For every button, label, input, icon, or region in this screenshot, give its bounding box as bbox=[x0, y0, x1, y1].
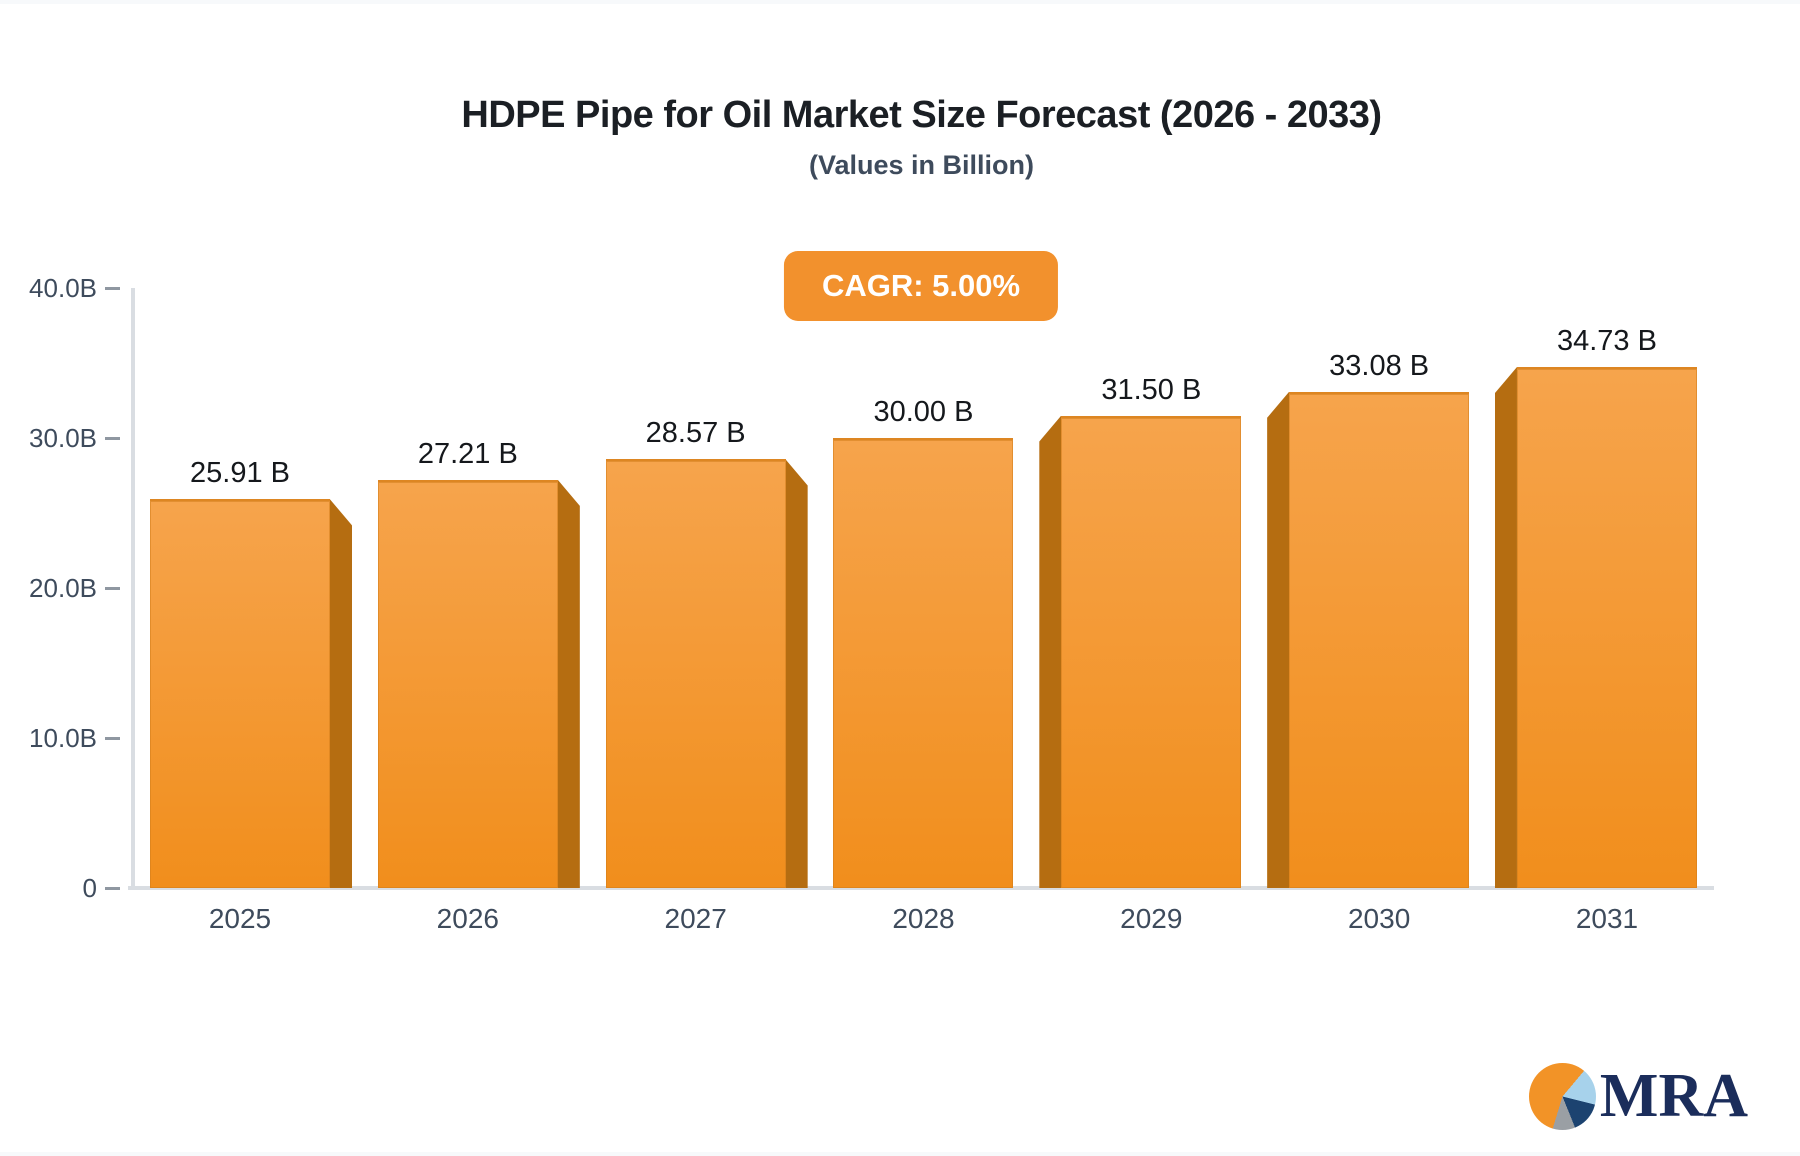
y-tick-mark bbox=[105, 886, 120, 890]
bar-side-face bbox=[330, 499, 352, 888]
bar-face bbox=[150, 499, 330, 888]
x-tick-label: 2027 bbox=[664, 903, 727, 934]
chart-subtitle: (Values in Billion) bbox=[808, 150, 1035, 180]
bar-face bbox=[1061, 415, 1242, 888]
page-edge-bottom bbox=[0, 1152, 1800, 1156]
bar-2029 bbox=[1039, 415, 1263, 888]
mra-logo: MRA bbox=[1528, 1062, 1748, 1130]
bar-side-face bbox=[1267, 391, 1290, 888]
bar-2026 bbox=[356, 479, 580, 888]
bar-face bbox=[1516, 367, 1697, 888]
bar-2027 bbox=[584, 459, 808, 888]
y-axis-line bbox=[131, 288, 135, 890]
logo-text: MRA bbox=[1599, 1062, 1748, 1130]
x-tick-label: 2025 bbox=[208, 903, 272, 934]
x-axis-line bbox=[128, 886, 1714, 890]
bar-2031 bbox=[1494, 367, 1719, 888]
y-tick-label: 20.0B bbox=[29, 573, 97, 603]
y-tick-label: 40.0B bbox=[29, 273, 97, 303]
bar-value-label: 27.21 B bbox=[417, 437, 518, 470]
bar-side-face bbox=[785, 459, 808, 888]
x-tick-label: 2026 bbox=[436, 903, 499, 934]
bar-side-face bbox=[1039, 415, 1062, 888]
bar-side-face bbox=[1494, 367, 1517, 888]
bar-face bbox=[605, 459, 786, 888]
chart-title: HDPE Pipe for Oil Market Size Forecast (… bbox=[461, 94, 1382, 136]
bar-value-label: 25.91 B bbox=[190, 457, 290, 490]
x-tick-label: 2028 bbox=[892, 903, 955, 934]
x-tick-label: 2029 bbox=[1120, 903, 1183, 934]
bar-value-label: 31.50 B bbox=[1101, 373, 1202, 406]
x-tick-label: 2030 bbox=[1347, 903, 1411, 934]
cagr-badge: CAGR: 5.00% bbox=[783, 251, 1059, 321]
y-tick-mark bbox=[105, 586, 120, 590]
bar-2028 bbox=[811, 438, 1035, 888]
y-tick-label: 0 bbox=[82, 873, 97, 903]
bar-face bbox=[377, 479, 558, 888]
bar-value-label: 34.73 B bbox=[1556, 325, 1657, 358]
bar-2030 bbox=[1267, 391, 1491, 888]
y-tick-mark bbox=[105, 436, 120, 440]
page-edge-top bbox=[0, 0, 1800, 4]
y-tick-label: 10.0B bbox=[29, 723, 97, 753]
bar-2025 bbox=[128, 499, 352, 888]
bar-value-label: 28.57 B bbox=[645, 417, 746, 450]
y-tick-label: 30.0B bbox=[29, 423, 97, 453]
bar-value-label: 33.08 B bbox=[1329, 349, 1430, 382]
bar-side-face bbox=[557, 479, 580, 888]
pie-chart-icon bbox=[1528, 1063, 1596, 1130]
y-tick-mark bbox=[105, 736, 120, 740]
x-tick-label: 2031 bbox=[1575, 903, 1639, 934]
y-tick-mark bbox=[105, 286, 120, 290]
bar-face bbox=[833, 438, 1014, 888]
bar-face bbox=[1289, 391, 1470, 888]
bar-value-label: 30.00 B bbox=[873, 396, 974, 428]
